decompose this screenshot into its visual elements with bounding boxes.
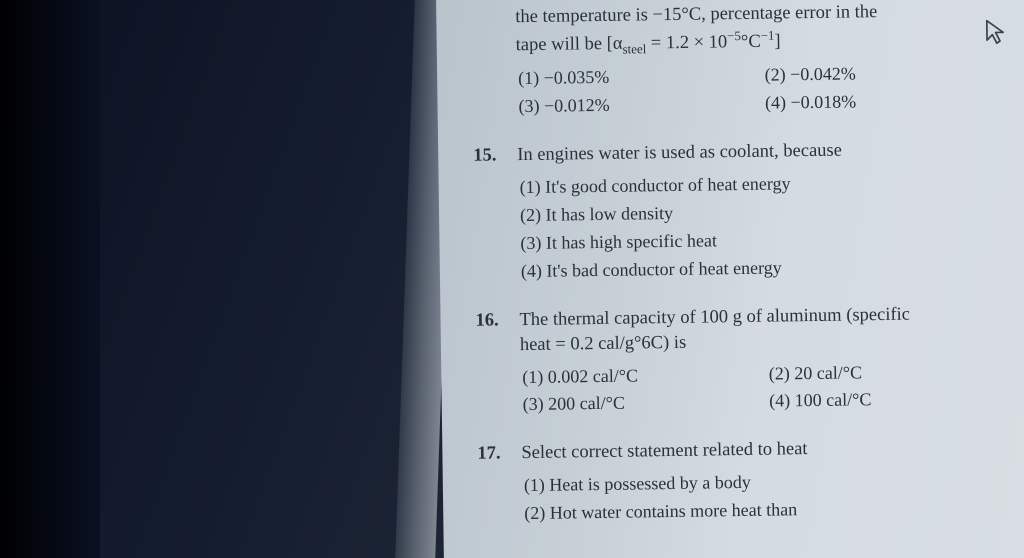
- q15-number: 15.: [473, 143, 503, 168]
- q17-stem-text: Select correct statement related to heat: [521, 435, 976, 466]
- cursor-icon: [984, 18, 1006, 46]
- q14-option-2: (2) −0.042%: [764, 59, 971, 90]
- q14-number-placeholder: [471, 5, 502, 60]
- q16-option-2: (2) 20 cal/°C: [769, 357, 976, 388]
- q14-exp1: −5: [727, 28, 741, 43]
- question-14-partial: the temperature is −15°C, percentage err…: [471, 0, 972, 122]
- q15-stem: 15. In engines water is used as coolant,…: [473, 137, 972, 169]
- question-page: the temperature is −15°C, percentage err…: [436, 0, 1024, 558]
- q14-option-4: (4) −0.018%: [765, 87, 972, 118]
- q14-sub: steel: [622, 41, 646, 56]
- q17-options: (1) Heat is possessed by a body (2) Hot …: [478, 466, 978, 529]
- q16-stem: 16. The thermal capacity of 100 g of alu…: [475, 301, 975, 358]
- q14-stem: the temperature is −15°C, percentage err…: [471, 0, 971, 60]
- q14-exp2: −1: [761, 27, 775, 42]
- q14-option-3: (3) −0.012%: [518, 90, 725, 121]
- q14-stem-text: the temperature is −15°C, percentage err…: [515, 0, 971, 59]
- q16-stem-text: The thermal capacity of 100 g of aluminu…: [519, 301, 975, 357]
- q14-stem-line2a: tape will be [α: [516, 34, 623, 55]
- q16-option-4: (4) 100 cal/°C: [769, 385, 976, 416]
- q16-number: 16.: [475, 308, 506, 358]
- q16-option-3: (3) 200 cal/°C: [523, 389, 730, 420]
- q14-stem-line1: the temperature is −15°C, percentage err…: [515, 2, 877, 27]
- q16-stem-line1: The thermal capacity of 100 g of aluminu…: [519, 304, 910, 329]
- q14-option-1: (1) −0.035%: [518, 63, 725, 94]
- question-17: 17. Select correct statement related to …: [477, 435, 977, 529]
- q17-number: 17.: [477, 442, 507, 467]
- q15-stem-text: In engines water is used as coolant, bec…: [517, 137, 972, 168]
- q16-options: (1) 0.002 cal/°C (2) 20 cal/°C (3) 200 c…: [476, 357, 976, 420]
- screen-dark-region: [0, 0, 100, 558]
- q14-options: (1) −0.035% (2) −0.042% (3) −0.012% (4) …: [472, 59, 972, 122]
- q14-stem-line2d: ]: [774, 32, 780, 52]
- q15-options: (1) It's good conductor of heat energy (…: [474, 168, 975, 287]
- question-15: 15. In engines water is used as coolant,…: [473, 137, 974, 286]
- q14-stem-line2c: °C: [741, 32, 761, 52]
- q16-stem-line2: heat = 0.2 cal/g°6C) is: [520, 332, 687, 354]
- q17-option-2-partial: (2) Hot water contains more heat than: [524, 494, 977, 528]
- q15-option-4: (4) It's bad conductor of heat energy: [521, 251, 974, 285]
- question-16: 16. The thermal capacity of 100 g of alu…: [475, 301, 976, 420]
- q17-stem: 17. Select correct statement related to …: [477, 435, 976, 467]
- q14-stem-line2b: = 1.2 × 10: [646, 32, 727, 53]
- q16-option-1: (1) 0.002 cal/°C: [522, 361, 729, 392]
